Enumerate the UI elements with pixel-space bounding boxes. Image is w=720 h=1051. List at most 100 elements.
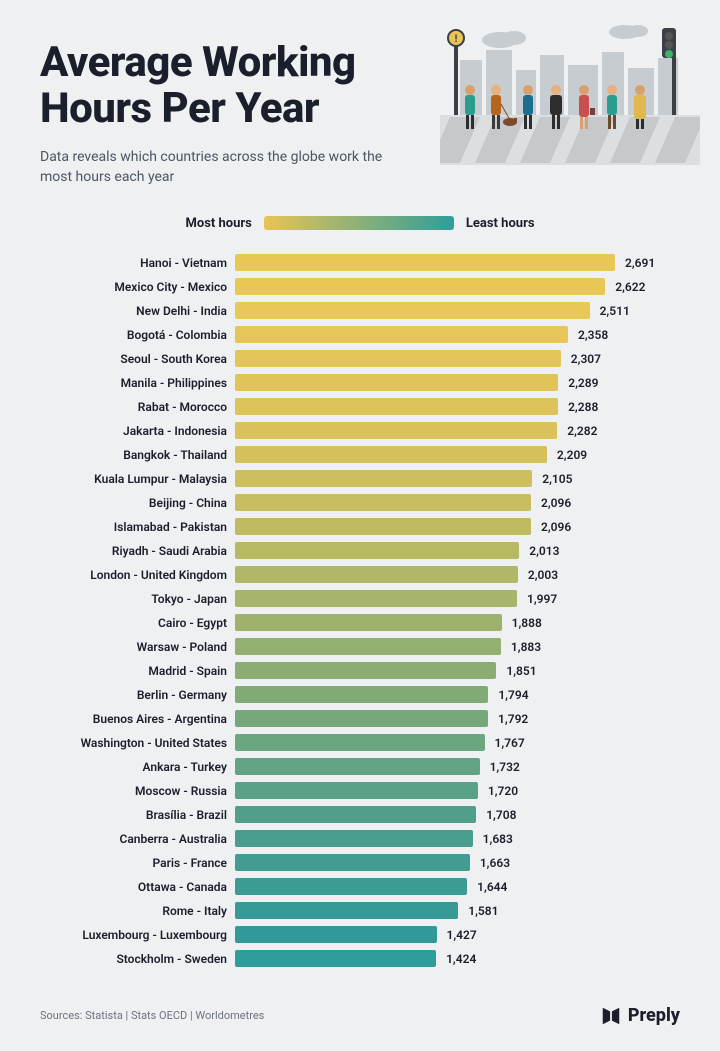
bar-label: Ottawa - Canada: [40, 880, 235, 894]
bar-value: 2,096: [531, 496, 571, 510]
bar-track: 2,288: [235, 397, 680, 417]
bar: [235, 350, 561, 367]
bar-row: Stockholm - Sweden1,424: [40, 949, 680, 969]
bar-row: Mexico City - Mexico2,622: [40, 277, 680, 297]
bar: [235, 278, 605, 295]
bar-track: 1,792: [235, 709, 680, 729]
bar: [235, 374, 558, 391]
bar-track: 1,720: [235, 781, 680, 801]
bar: [235, 326, 568, 343]
bar: [235, 614, 502, 631]
bar: [235, 254, 615, 271]
bar-value: 1,883: [501, 640, 541, 654]
bar-track: 2,511: [235, 301, 680, 321]
bar-value: 1,720: [478, 784, 518, 798]
bar-label: Bangkok - Thailand: [40, 448, 235, 462]
bar-track: 2,622: [235, 277, 680, 297]
color-legend: Most hours Least hours: [40, 216, 680, 231]
bar: [235, 662, 496, 679]
bar-label: Rabat - Morocco: [40, 400, 235, 414]
bar-row: New Delhi - India2,511: [40, 301, 680, 321]
bar: [235, 782, 478, 799]
bar-value: 1,683: [473, 832, 513, 846]
bar: [235, 518, 531, 535]
bar: [235, 638, 501, 655]
bar: [235, 734, 485, 751]
bar-chart: Hanoi - Vietnam2,691 Mexico City - Mexico…: [40, 253, 680, 969]
bar-label: Islamabad - Pakistan: [40, 520, 235, 534]
page-title: Average Working Hours Per Year: [40, 40, 460, 132]
bar-track: 2,307: [235, 349, 680, 369]
bar-value: 2,013: [519, 544, 559, 558]
bar-label: Buenos Aires - Argentina: [40, 712, 235, 726]
bar-value: 1,708: [476, 808, 516, 822]
bar: [235, 398, 558, 415]
bar-value: 2,358: [568, 328, 608, 342]
bar-label: Berlin - Germany: [40, 688, 235, 702]
bar-track: 1,794: [235, 685, 680, 705]
bar-value: 1,424: [436, 952, 476, 966]
bar-value: 1,888: [502, 616, 542, 630]
brand-name: Preply: [628, 1005, 680, 1026]
bar-label: Jakarta - Indonesia: [40, 424, 235, 438]
bar: [235, 806, 476, 823]
bar-track: 2,358: [235, 325, 680, 345]
bar-value: 2,691: [615, 256, 655, 270]
bar-track: 1,644: [235, 877, 680, 897]
page-subtitle: Data reveals which countries across the …: [40, 148, 400, 187]
bar-row: Paris - France1,663: [40, 853, 680, 873]
bar: [235, 854, 470, 871]
bar-row: London - United Kingdom2,003: [40, 565, 680, 585]
bar-value: 2,096: [531, 520, 571, 534]
bar-row: Hanoi - Vietnam2,691: [40, 253, 680, 273]
infographic-page: !: [0, 0, 720, 1051]
bar-label: Seoul - South Korea: [40, 352, 235, 366]
bar-label: Kuala Lumpur - Malaysia: [40, 472, 235, 486]
bar-label: Tokyo - Japan: [40, 592, 235, 606]
bar-value: 1,581: [458, 904, 498, 918]
bar-value: 2,622: [605, 280, 645, 294]
bar-value: 2,511: [590, 304, 630, 318]
bar-label: Manila - Philippines: [40, 376, 235, 390]
sources-text: Sources: Statista | Stats OECD | Worldom…: [40, 1009, 264, 1022]
bar: [235, 566, 518, 583]
bar-value: 2,288: [558, 400, 598, 414]
bar-row: Rabat - Morocco 2,288: [40, 397, 680, 417]
bar-row: Tokyo - Japan 1,997: [40, 589, 680, 609]
bar-row: Kuala Lumpur - Malaysia2,105: [40, 469, 680, 489]
legend-least-label: Least hours: [466, 216, 535, 231]
bar-value: 2,289: [558, 376, 598, 390]
bar: [235, 542, 519, 559]
legend-most-label: Most hours: [185, 216, 251, 231]
bar-track: 2,209: [235, 445, 680, 465]
brand: Preply: [600, 1005, 680, 1027]
bar: [235, 758, 480, 775]
bar-value: 1,427: [437, 928, 477, 942]
bar-label: Canberra - Australia: [40, 832, 235, 846]
bar-row: Washington - United States1,767: [40, 733, 680, 753]
preply-logo-icon: [600, 1005, 622, 1027]
bar-track: 2,013: [235, 541, 680, 561]
bar-value: 1,997: [517, 592, 557, 606]
bar-row: Moscow - Russia1,720: [40, 781, 680, 801]
bar-row: Berlin - Germany1,794: [40, 685, 680, 705]
bar-value: 1,792: [488, 712, 528, 726]
bar-row: Brasília - Brazil1,708: [40, 805, 680, 825]
bar-label: Rome - Italy: [40, 904, 235, 918]
bar-label: Bogotá - Colombia: [40, 328, 235, 342]
bar-track: 2,096: [235, 493, 680, 513]
bar: [235, 422, 557, 439]
bar: [235, 446, 547, 463]
bar-row: Cairo - Egypt1,888: [40, 613, 680, 633]
bar-label: Washington - United States: [40, 736, 235, 750]
bar-row: Jakarta - Indonesia 2,282: [40, 421, 680, 441]
city-crosswalk-illustration: !: [440, 20, 700, 170]
header: !: [40, 40, 680, 188]
bar: [235, 950, 436, 967]
bar-label: Warsaw - Poland: [40, 640, 235, 654]
bar-value: 2,282: [557, 424, 597, 438]
bar-row: Manila - Philippines 2,289: [40, 373, 680, 393]
svg-text:!: !: [455, 34, 458, 45]
bar-track: 1,427: [235, 925, 680, 945]
bar-track: 2,105: [235, 469, 680, 489]
